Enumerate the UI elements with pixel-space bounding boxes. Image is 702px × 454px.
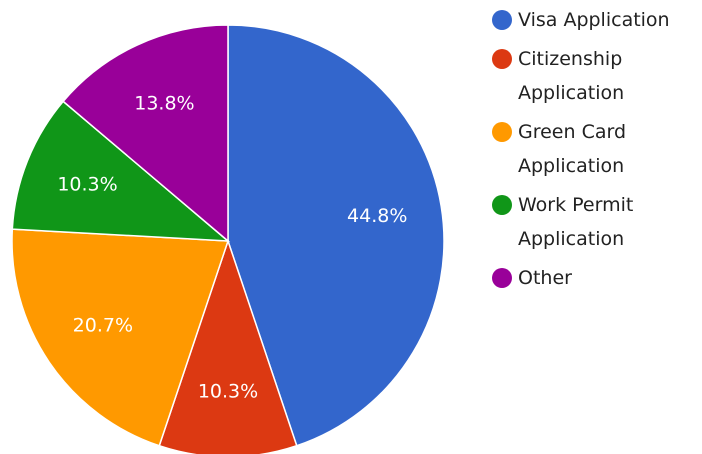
pie-slice [11,100,231,242]
legend-item: Green Card Application [492,115,698,183]
legend-label: Citizenship Application [518,48,625,104]
legend-item: Visa Application [492,3,698,37]
legend-swatch [492,268,512,288]
slice-label: 20.7% [73,314,133,336]
legend-label: Other [518,267,572,289]
legend-swatch [492,195,512,215]
pie-slice [11,228,230,447]
slice-label: 13.8% [134,92,194,114]
pie-slice [62,24,229,243]
legend: Visa Application Citizenship Application G… [492,3,702,300]
legend-label: Work Permit Application [518,194,634,250]
pie-slice [158,238,298,454]
legend-item: Citizenship Application [492,42,698,110]
slice-label: 10.3% [198,381,258,403]
legend-item: Other [492,261,698,295]
pie-slice [227,24,445,447]
chart: 44.8% 10.3% 20.7% 10.3% 13.8% [11,24,445,454]
legend-swatch [492,10,512,30]
slice-label: 44.8% [347,205,407,227]
legend-label: Green Card Application [518,121,627,177]
legend-label: Visa Application [518,9,670,31]
legend-swatch [492,49,512,69]
legend-item: Work Permit Application [492,188,698,256]
legend-swatch [492,122,512,142]
slice-label: 10.3% [57,174,117,196]
